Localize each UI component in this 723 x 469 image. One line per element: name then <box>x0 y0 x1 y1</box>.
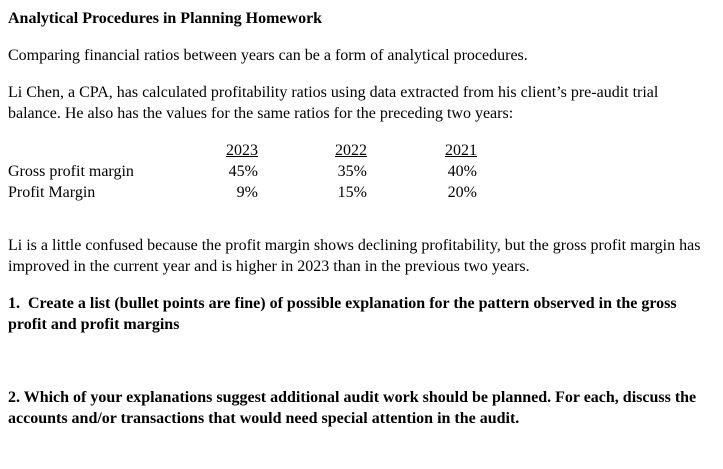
profitability-ratios-table: 2023 2022 2021 Gross profit margin 45% 3… <box>8 140 477 203</box>
table-row-profit-margin: Profit Margin 9% 15% 20% <box>8 182 477 203</box>
ratio-value: 45% <box>228 163 258 180</box>
question-1: 1. Create a list (bullet points are fine… <box>8 295 681 333</box>
page-title: Analytical Procedures in Planning Homewo… <box>8 10 323 27</box>
scenario-paragraph: Li Chen, a CPA, has calculated profitabi… <box>8 84 659 122</box>
ratio-value: 20% <box>447 184 477 201</box>
row-label: Gross profit margin <box>8 163 134 180</box>
table-header-2021: 2021 <box>445 142 477 159</box>
table-row-gross-profit-margin: Gross profit margin 45% 35% 40% <box>8 161 477 182</box>
row-label: Profit Margin <box>8 184 96 201</box>
ratio-value: 35% <box>337 163 367 180</box>
table-header-blank <box>8 140 168 161</box>
ratio-value: 15% <box>337 184 367 201</box>
intro-paragraph: Comparing financial ratios between years… <box>8 47 528 64</box>
analysis-paragraph: Li is a little confused because the prof… <box>8 237 701 275</box>
table-header-2023: 2023 <box>226 142 258 159</box>
question-2: 2. Which of your explanations suggest ad… <box>8 389 697 427</box>
ratio-value: 9% <box>236 184 258 201</box>
ratio-value: 40% <box>447 163 477 180</box>
table-header-row: 2023 2022 2021 <box>8 140 477 161</box>
table-header-2022: 2022 <box>335 142 367 159</box>
